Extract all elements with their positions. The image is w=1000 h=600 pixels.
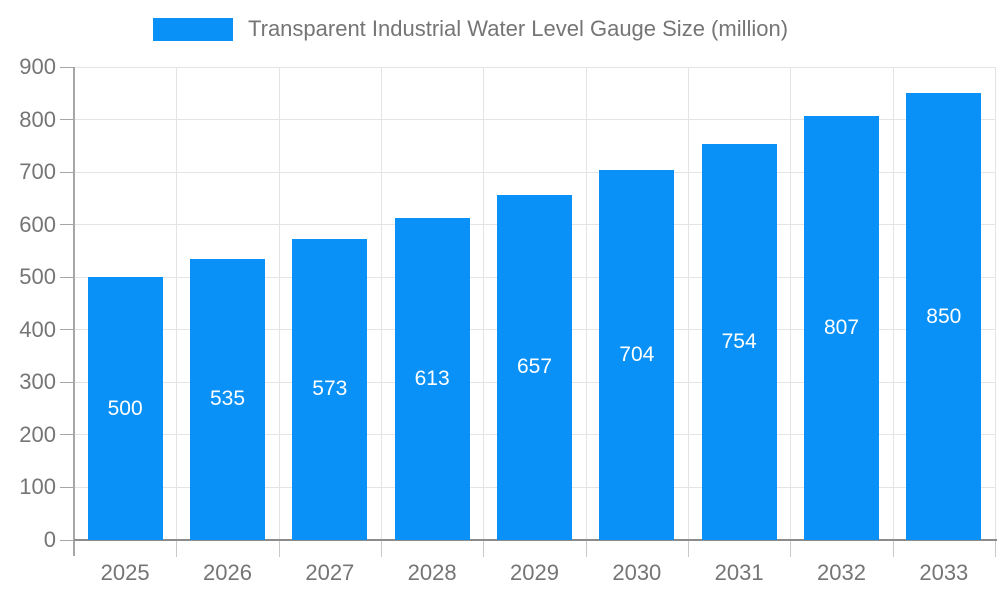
y-axis-label: 800 (19, 106, 56, 132)
y-axis-label: 900 (19, 54, 56, 79)
y-axis-tick (60, 224, 74, 226)
x-axis-label: 2028 (407, 560, 457, 585)
bar-value-label: 573 (312, 377, 348, 401)
bar[interactable] (292, 238, 368, 540)
y-gridline (74, 119, 995, 121)
bar[interactable] (701, 143, 777, 540)
bar-value-label: 500 (107, 396, 143, 420)
bar-value-label: 807 (823, 315, 860, 339)
y-axis-tick (60, 329, 74, 331)
y-gridline (74, 171, 995, 173)
x-gridline (585, 67, 587, 540)
x-axis-label: 2029 (510, 560, 559, 585)
y-axis-tick (60, 486, 74, 488)
y-axis-label: 200 (19, 421, 56, 447)
x-gridline (176, 67, 178, 540)
bar[interactable] (190, 258, 265, 540)
x-gridline (995, 67, 996, 540)
x-axis-tick (688, 541, 689, 557)
legend-swatch-icon (153, 17, 233, 41)
x-gridline (790, 67, 792, 540)
y-axis-tick (60, 66, 74, 68)
y-axis-tick (60, 539, 74, 541)
y-axis-tick (60, 276, 74, 278)
x-axis-tick (176, 541, 178, 557)
y-axis-label: 700 (19, 159, 56, 185)
y-axis-tick (60, 171, 74, 173)
bar[interactable] (394, 217, 470, 540)
bar[interactable] (497, 194, 572, 540)
x-axis-label: 2025 (100, 560, 150, 585)
bar-value-label: 850 (926, 304, 962, 328)
x-gridline (483, 67, 485, 540)
bar-value-label: 613 (414, 366, 450, 390)
bar[interactable] (87, 277, 163, 540)
y-axis-label: 0 (43, 527, 56, 552)
y-axis-label: 100 (19, 474, 56, 500)
x-axis-tick (483, 541, 485, 557)
x-axis-tick (381, 541, 382, 557)
x-axis-label: 2031 (714, 560, 764, 585)
x-axis-label: 2032 (817, 560, 866, 585)
x-axis-label: 2027 (305, 560, 355, 585)
y-axis-tick (60, 434, 74, 436)
x-gridline (381, 67, 382, 540)
x-gridline (892, 67, 894, 540)
bar[interactable] (804, 115, 879, 540)
x-axis-tick (585, 541, 587, 557)
x-axis-label: 2030 (612, 560, 662, 585)
bar-value-label: 657 (516, 355, 553, 379)
y-gridline (74, 66, 995, 68)
bar-value-label: 535 (209, 387, 246, 411)
bar[interactable] (599, 170, 675, 540)
y-axis-label: 400 (19, 316, 56, 342)
bar-value-label: 704 (619, 342, 655, 366)
bar-value-label: 754 (721, 329, 757, 353)
x-axis-tick (278, 541, 280, 557)
x-gridline (688, 67, 689, 540)
x-axis-line (74, 539, 997, 541)
y-axis-label: 500 (19, 264, 56, 290)
y-axis-label: 300 (19, 369, 56, 395)
x-axis-label: 2026 (203, 560, 252, 585)
legend-label: Transparent Industrial Water Level Gauge… (248, 16, 789, 41)
y-axis-tick (60, 119, 74, 121)
y-axis-tick (60, 381, 74, 383)
bar[interactable] (906, 93, 982, 540)
legend[interactable]: Transparent Industrial Water Level Gauge… (153, 14, 788, 44)
x-axis-tick (892, 541, 894, 557)
x-gridline (278, 67, 280, 540)
x-axis-label: 2033 (919, 560, 969, 585)
x-axis-tick (790, 541, 792, 557)
x-axis-tick (995, 541, 996, 557)
y-axis-line (73, 67, 75, 556)
y-axis-label: 600 (19, 211, 56, 237)
